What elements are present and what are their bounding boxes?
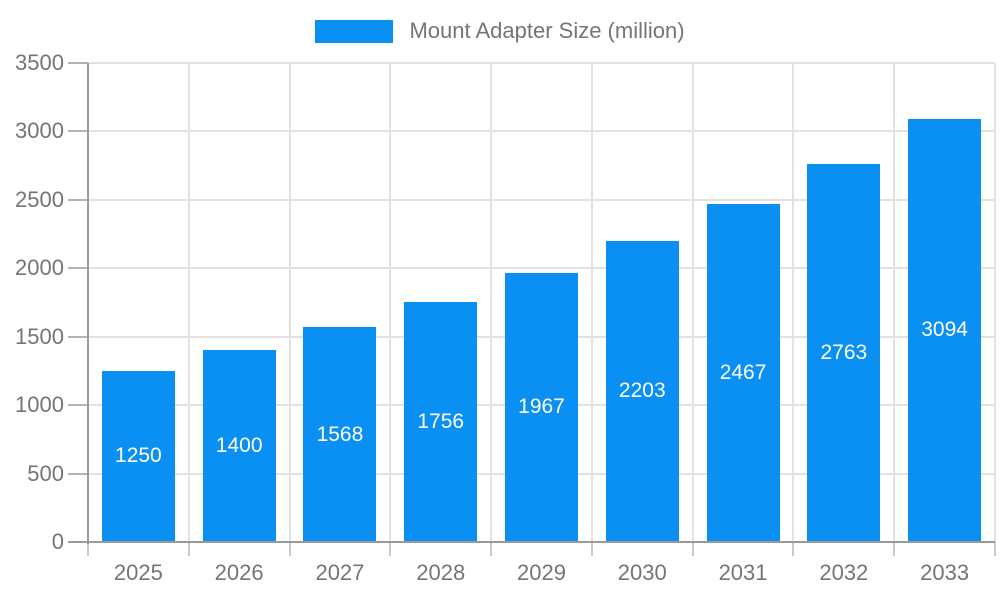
bar-value-label: 2203 xyxy=(618,379,666,403)
bar-value-label: 1967 xyxy=(518,395,565,419)
y-axis-tick-label: 3500 xyxy=(15,50,64,75)
y-axis-tick-label: 1500 xyxy=(15,323,64,349)
bar-value-label: 1400 xyxy=(215,434,263,458)
x-tick xyxy=(490,542,493,556)
y-axis-tick-label: 2500 xyxy=(15,186,64,212)
y-axis-tick-label: 500 xyxy=(27,460,64,486)
x-axis-tick-label: 2030 xyxy=(617,560,667,585)
x-axis-tick-label: 2031 xyxy=(718,560,768,585)
x-gridline xyxy=(590,63,593,542)
x-tick xyxy=(187,542,190,556)
legend-label: Mount Adapter Size (million) xyxy=(409,18,685,43)
x-gridline xyxy=(490,63,493,542)
y-tick xyxy=(68,130,88,133)
x-gridline xyxy=(389,63,392,542)
y-axis-tick-label: 1000 xyxy=(15,392,64,418)
x-tick xyxy=(590,542,593,556)
y-axis-line xyxy=(87,63,89,544)
bar-2033[interactable]: 3094 xyxy=(908,118,982,542)
bar-value-label: 1250 xyxy=(115,444,162,468)
bar-2025[interactable]: 1250 xyxy=(101,370,175,542)
chart-legend[interactable]: Mount Adapter Size (million) xyxy=(0,18,1000,44)
y-tick xyxy=(68,62,88,64)
x-axis-line xyxy=(68,541,995,543)
bar-2027[interactable]: 1568 xyxy=(303,327,377,542)
x-tick xyxy=(893,542,896,556)
x-tick xyxy=(691,542,694,556)
x-axis-tick-label: 2028 xyxy=(416,560,466,585)
x-axis-tick-label: 2026 xyxy=(214,560,264,585)
x-axis-tick-label: 2032 xyxy=(819,560,869,585)
x-tick xyxy=(288,542,291,556)
x-gridline xyxy=(994,63,996,542)
bar-2028[interactable]: 1756 xyxy=(404,301,478,542)
bar-value-label: 3094 xyxy=(921,318,968,342)
bar-2032[interactable]: 2763 xyxy=(807,163,881,542)
bar-2029[interactable]: 1967 xyxy=(505,272,578,542)
x-tick xyxy=(994,542,996,556)
y-tick xyxy=(68,267,88,270)
x-gridline xyxy=(187,63,190,542)
x-tick xyxy=(389,542,392,556)
bar-value-label: 1568 xyxy=(316,422,364,446)
y-tick xyxy=(68,335,88,338)
legend-swatch xyxy=(315,19,394,43)
bar-2031[interactable]: 2467 xyxy=(706,204,780,542)
bar-2026[interactable]: 1400 xyxy=(202,350,276,542)
x-gridline xyxy=(691,63,694,542)
y-axis-tick-label: 0 xyxy=(51,529,64,554)
x-gridline xyxy=(893,63,896,542)
x-tick xyxy=(87,542,89,556)
x-tick xyxy=(792,542,795,556)
y-tick xyxy=(68,198,88,201)
bar-value-label: 2763 xyxy=(820,340,868,364)
y-axis-tick-label: 2000 xyxy=(15,255,64,281)
x-gridline xyxy=(288,63,291,542)
y-tick xyxy=(68,404,88,407)
y-axis-tick-label: 3000 xyxy=(15,118,64,144)
x-axis-tick-label: 2029 xyxy=(517,560,566,585)
y-gridline xyxy=(88,62,995,64)
y-tick xyxy=(68,472,88,475)
y-gridline xyxy=(88,267,995,270)
x-axis-tick-label: 2025 xyxy=(113,560,163,585)
y-gridline xyxy=(88,130,995,133)
bar-2030[interactable]: 2203 xyxy=(605,240,679,542)
bar-value-label: 1756 xyxy=(417,409,465,433)
x-axis-tick-label: 2033 xyxy=(920,560,970,585)
y-gridline xyxy=(88,198,995,201)
bar-value-label: 2467 xyxy=(719,361,767,385)
x-axis-tick-label: 2027 xyxy=(315,560,365,585)
x-gridline xyxy=(792,63,795,542)
